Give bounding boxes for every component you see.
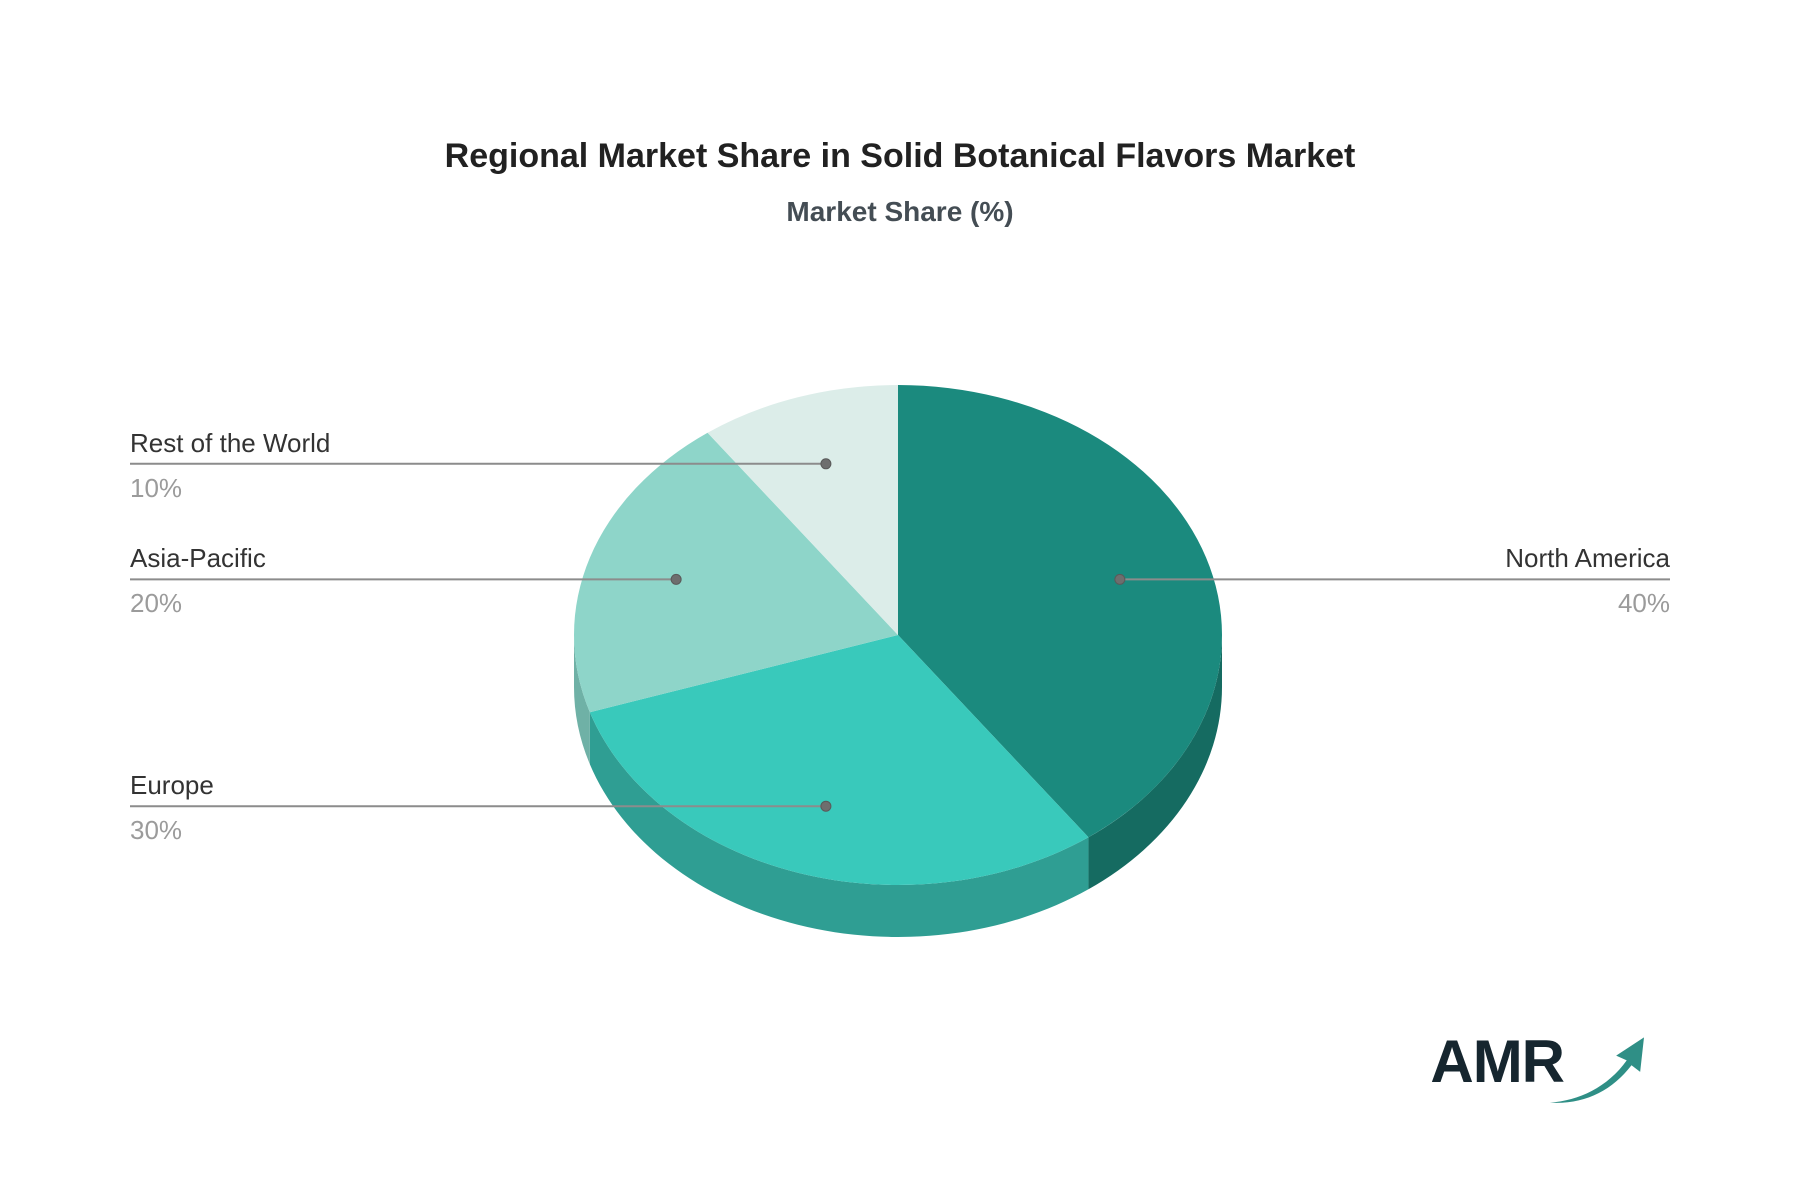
slice-label-rest-of-the-world: Rest of the World: [130, 427, 331, 458]
pie-slice-rest-of-the-world[interactable]: [707, 385, 898, 635]
slice-value-north-america: 40%: [1617, 588, 1670, 619]
chart-title: Regional Market Share in Solid Botanical…: [444, 137, 1356, 175]
amr-logo-arrow-icon: [1549, 1037, 1644, 1103]
slice-value-rest-of-the-world: 10%: [130, 472, 183, 503]
slice-value-asia-pacific: 20%: [130, 588, 183, 619]
pie-side-walls: [574, 635, 1222, 937]
pie-slice-side-north-america: [1088, 635, 1222, 890]
slice-label-asia-pacific: Asia-Pacific: [130, 543, 266, 574]
connector-dot-europe: [820, 800, 832, 812]
label-connectors: [130, 458, 1670, 812]
connector-dot-asia-pacific: [670, 573, 682, 585]
slice-label-europe: Europe: [130, 770, 214, 801]
pie-slice-side-europe: [589, 712, 1089, 937]
pie-slice-asia-pacific[interactable]: [573, 432, 898, 713]
amr-logo: AMR: [1430, 1030, 1644, 1108]
connector-dot-rest-of-the-world: [820, 458, 832, 470]
pie-slice-north-america[interactable]: [898, 385, 1222, 838]
pie-slice-side-asia-pacific: [574, 635, 590, 765]
connector-dot-north-america: [1114, 573, 1126, 585]
pie-top-faces: [573, 385, 1222, 885]
slice-value-europe: 30%: [130, 815, 183, 846]
chart-subtitle: Market Share (%): [786, 196, 1014, 227]
pie-slice-europe[interactable]: [589, 635, 1089, 885]
amr-logo-text: AMR: [1430, 1028, 1565, 1095]
slice-label-north-america: North America: [1505, 543, 1670, 574]
